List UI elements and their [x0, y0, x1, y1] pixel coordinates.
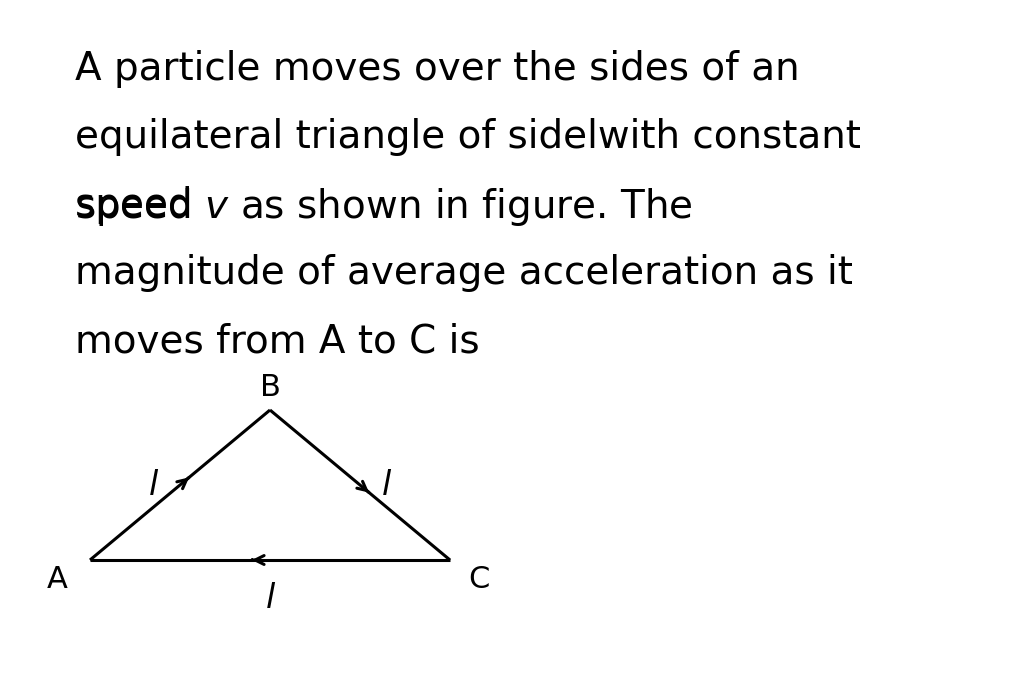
Text: l: l: [265, 582, 274, 615]
Text: magnitude of average acceleration as it: magnitude of average acceleration as it: [75, 254, 853, 292]
Text: l: l: [382, 469, 391, 501]
Text: speed $v$ as shown in figure. The: speed $v$ as shown in figure. The: [75, 186, 692, 228]
Text: l: l: [148, 469, 158, 501]
Text: moves from A to C is: moves from A to C is: [75, 322, 479, 360]
Text: speed: speed: [75, 186, 205, 224]
Text: equilateral triangle of sidelwith constant: equilateral triangle of sidelwith consta…: [75, 118, 861, 156]
Text: B: B: [259, 373, 281, 402]
Text: C: C: [468, 565, 489, 594]
Text: A particle moves over the sides of an: A particle moves over the sides of an: [75, 50, 800, 88]
Text: A: A: [47, 565, 68, 594]
